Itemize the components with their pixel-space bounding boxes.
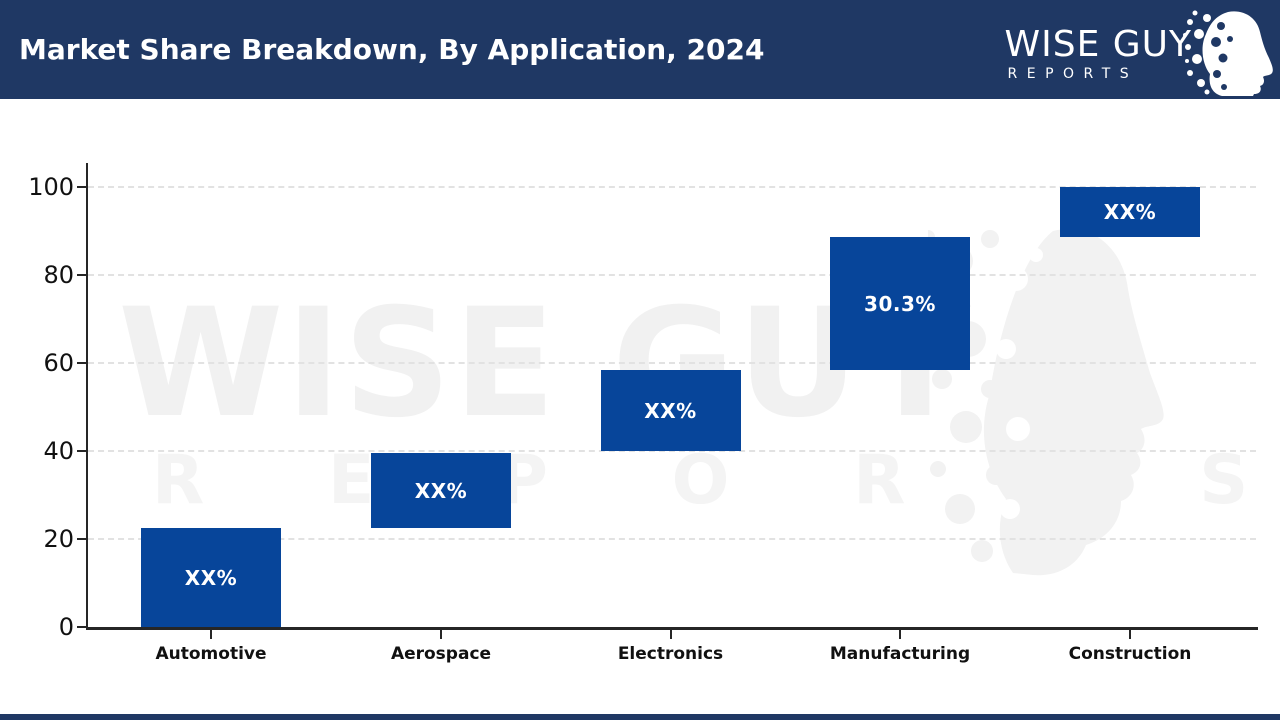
page-title: Market Share Breakdown, By Application, … [19, 33, 765, 66]
x-category-label-automotive: Automotive [155, 644, 267, 664]
x-tick-automotive [210, 630, 212, 639]
x-tick-manufacturing [899, 630, 901, 639]
x-category-label-manufacturing: Manufacturing [829, 644, 971, 664]
gridline-20 [88, 538, 1256, 540]
gridline-100 [88, 186, 1256, 188]
y-tick-label-20: 20 [43, 525, 74, 553]
brand-subtitle: REPORTS [1007, 65, 1139, 82]
y-tick-80 [77, 274, 86, 276]
y-tick-100 [77, 186, 86, 188]
y-tick-label-40: 40 [43, 437, 74, 465]
y-axis-line [86, 163, 88, 629]
watermark-text: WISE GUY [118, 277, 972, 451]
bar-value-label-electronics: XX% [644, 398, 697, 423]
chart-plot-area: WISE GUY R E P O R T S [0, 99, 1280, 714]
bar-value-label-construction: XX% [1103, 200, 1157, 225]
y-tick-label-100: 100 [28, 173, 74, 201]
y-tick-60 [77, 362, 86, 364]
bar-aerospace: XX% [371, 453, 511, 528]
gridline-60 [88, 362, 1256, 364]
y-tick-20 [77, 538, 86, 540]
y-tick-label-80: 80 [43, 261, 74, 289]
bar-automotive: XX% [141, 528, 281, 627]
x-category-label-aerospace: Aerospace [390, 644, 492, 664]
y-tick-label-0: 0 [58, 613, 74, 641]
x-axis-line [86, 627, 1258, 630]
x-tick-aerospace [440, 630, 442, 639]
brand-logo-text: WISE GUY REPORTS [1005, 26, 1193, 82]
brand-logo: WISE GUY REPORTS [1005, 8, 1275, 100]
header-bar: Market Share Breakdown, By Application, … [0, 0, 1280, 99]
gridline-80 [88, 274, 1256, 276]
bar-value-label-manufacturing: 30.3% [864, 291, 936, 316]
x-tick-electronics [669, 630, 672, 639]
x-category-label-electronics: Electronics [617, 644, 724, 664]
y-tick-label-60: 60 [43, 349, 74, 377]
y-tick-0 [77, 626, 86, 628]
x-category-label-construction: Construction [1068, 644, 1192, 664]
x-tick-construction [1129, 630, 1131, 639]
y-tick-40 [77, 450, 86, 452]
bar-electronics: XX% [600, 370, 741, 451]
head-dots-logo-icon [1182, 8, 1274, 100]
bar-construction: XX% [1060, 187, 1200, 238]
footer-bar [0, 714, 1280, 720]
gridline-40 [88, 450, 1256, 452]
bar-value-label-aerospace: XX% [414, 478, 468, 503]
brand-name: WISE GUY [1004, 24, 1192, 66]
bar-value-label-automotive: XX% [184, 565, 238, 590]
bar-manufacturing: 30.3% [830, 237, 970, 371]
